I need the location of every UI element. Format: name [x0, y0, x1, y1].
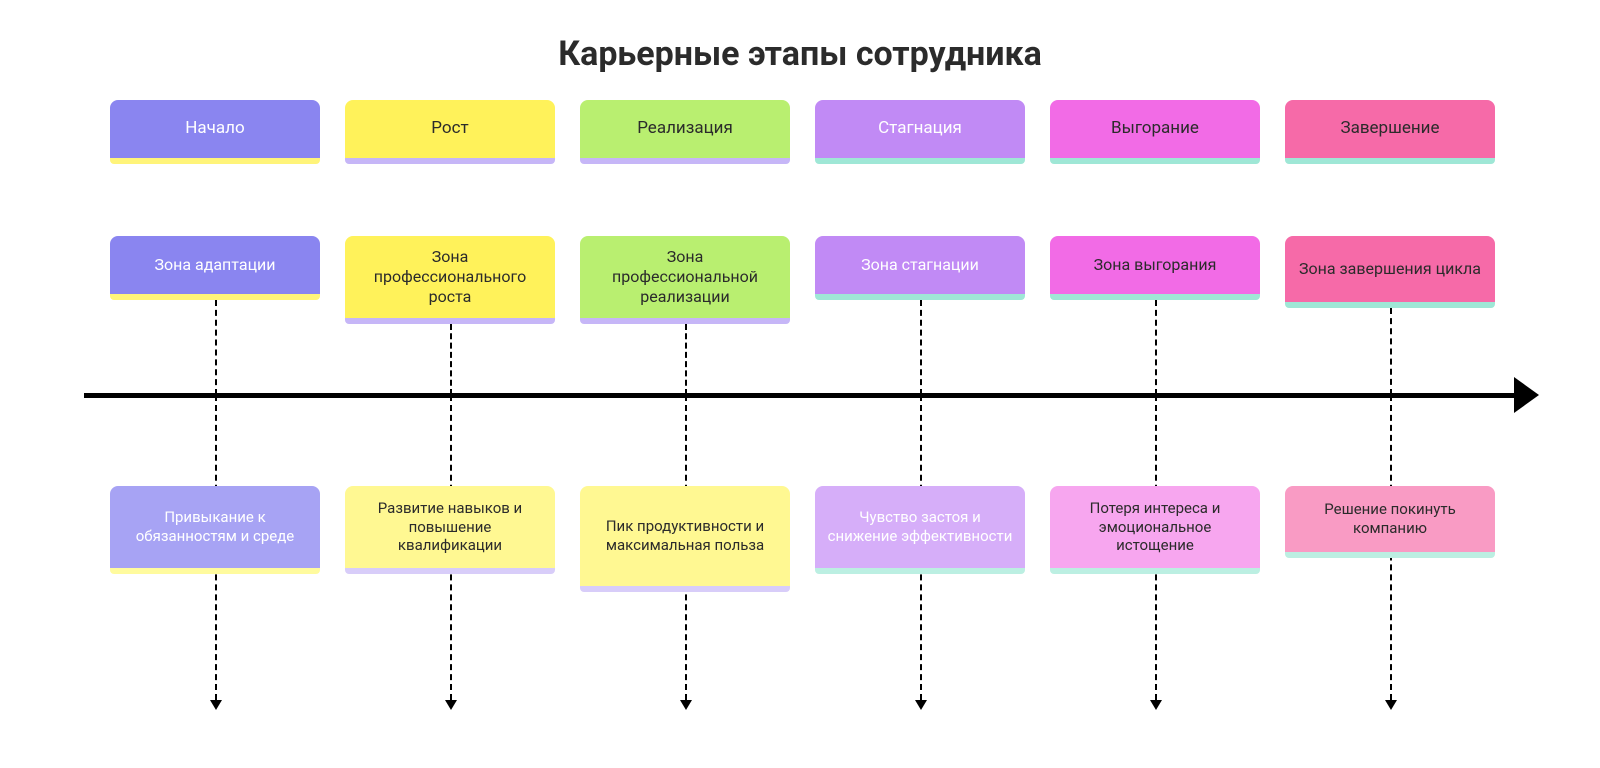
connector-top [215, 300, 217, 395]
stage-zone-label: Зона адаптации [154, 255, 275, 275]
stage-header-label: Начало [185, 118, 244, 139]
stage-header-label: Завершение [1340, 118, 1439, 139]
stage-desc-label: Развитие навыков и повышение квалификаци… [357, 499, 543, 555]
stage-header-shadow [815, 158, 1025, 164]
stage-zone-box: Зона стагнации [815, 236, 1025, 294]
stage-header-box: Стагнация [815, 100, 1025, 158]
stage-zone-shadow [1050, 294, 1260, 300]
stage-zone-shadow [110, 294, 320, 300]
connector-top [450, 324, 452, 395]
stage-header-shadow [1050, 158, 1260, 164]
stage-desc-label: Чувство застоя и снижение эффективности [827, 508, 1013, 546]
stage-desc-box: Пик продуктивности и максимальная польза [580, 486, 790, 586]
stage-zone-box: Зона адаптации [110, 236, 320, 294]
stage-desc-box: Чувство застоя и снижение эффективности [815, 486, 1025, 568]
stage-header-shadow [345, 158, 555, 164]
stage-zone-shadow [345, 318, 555, 324]
connector-arrowhead [1385, 700, 1397, 710]
connector-arrowhead [915, 700, 927, 710]
connector-top [1155, 300, 1157, 395]
stage-header-label: Выгорание [1111, 118, 1199, 139]
stage-header-box: Начало [110, 100, 320, 158]
stage-desc-box: Развитие навыков и повышение квалификаци… [345, 486, 555, 568]
stage-header-label: Стагнация [878, 118, 962, 139]
stage-zone-shadow [1285, 302, 1495, 308]
stage-header-label: Реализация [637, 118, 733, 139]
stage-desc-shadow [815, 568, 1025, 574]
stage-header-shadow [580, 158, 790, 164]
stage-header-box: Рост [345, 100, 555, 158]
stage-zone-box: Зона выгорания [1050, 236, 1260, 294]
stage-desc-box: Решение покинуть компанию [1285, 486, 1495, 552]
stage-zone-box: Зона завершения цикла [1285, 236, 1495, 302]
timeline-arrowhead [1514, 377, 1539, 413]
stage-header-label: Рост [431, 118, 468, 139]
stage-desc-shadow [110, 568, 320, 574]
stage-zone-label: Зона профессионального роста [357, 247, 543, 307]
stage-zone-shadow [815, 294, 1025, 300]
stage-desc-shadow [1285, 552, 1495, 558]
timeline-line [84, 393, 1516, 398]
diagram-title: Карьерные этапы сотрудника [0, 34, 1600, 74]
stage-zone-box: Зона профессиональной реализации [580, 236, 790, 318]
stage-desc-label: Решение покинуть компанию [1297, 500, 1483, 538]
stage-header-box: Реализация [580, 100, 790, 158]
stage-desc-label: Привыкание к обязанностям и среде [122, 508, 308, 546]
stage-zone-label: Зона завершения цикла [1299, 259, 1481, 279]
stage-header-box: Завершение [1285, 100, 1495, 158]
stage-zone-box: Зона профессионального роста [345, 236, 555, 318]
stage-desc-box: Потеря интереса и эмоциональное истощени… [1050, 486, 1260, 568]
stage-header-box: Выгорание [1050, 100, 1260, 158]
stage-desc-shadow [345, 568, 555, 574]
stage-desc-shadow [1050, 568, 1260, 574]
connector-top [1390, 308, 1392, 395]
stage-zone-label: Зона профессиональной реализации [592, 247, 778, 307]
connector-arrowhead [680, 700, 692, 710]
connector-arrowhead [1150, 700, 1162, 710]
stage-zone-label: Зона выгорания [1094, 255, 1217, 275]
connector-arrowhead [210, 700, 222, 710]
stage-header-shadow [110, 158, 320, 164]
stage-desc-label: Пик продуктивности и максимальная польза [592, 517, 778, 555]
stage-desc-shadow [580, 586, 790, 592]
stage-zone-shadow [580, 318, 790, 324]
stage-desc-box: Привыкание к обязанностям и среде [110, 486, 320, 568]
connector-top [685, 324, 687, 395]
connector-arrowhead [445, 700, 457, 710]
connector-top [920, 300, 922, 395]
stage-header-shadow [1285, 158, 1495, 164]
stage-desc-label: Потеря интереса и эмоциональное истощени… [1062, 499, 1248, 555]
stage-zone-label: Зона стагнации [861, 255, 979, 275]
